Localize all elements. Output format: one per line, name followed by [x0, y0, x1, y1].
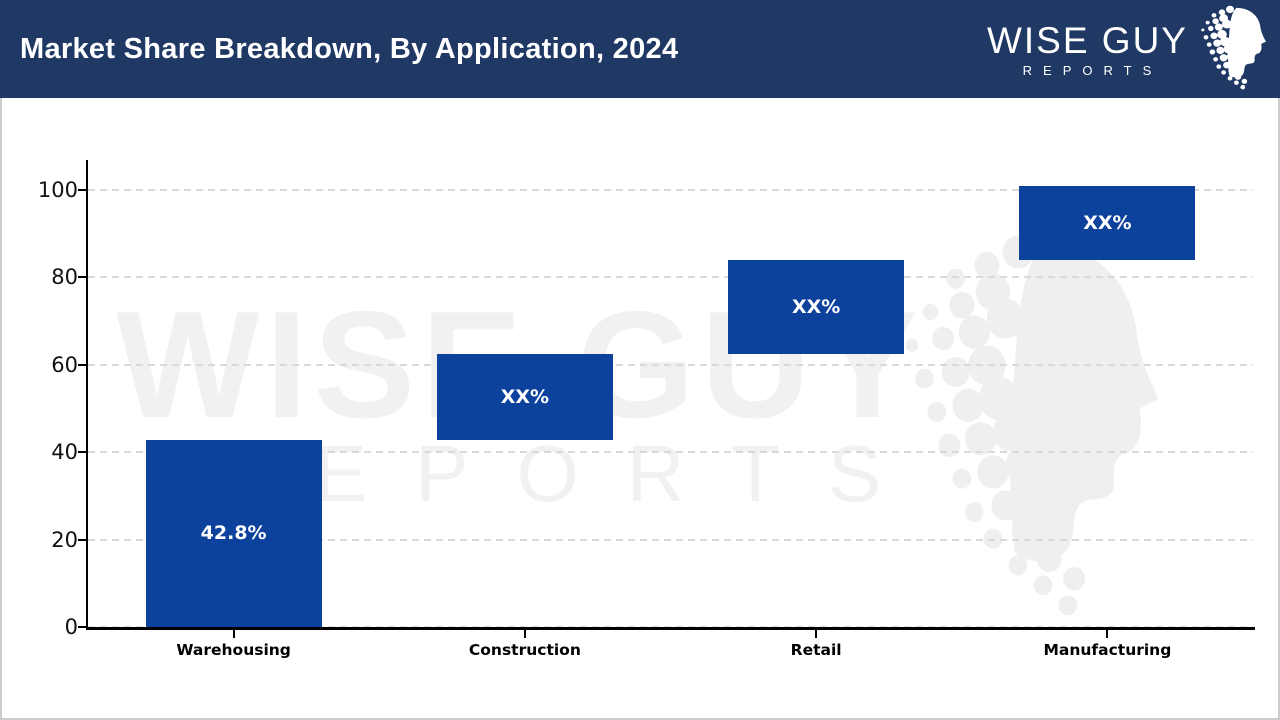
- y-tick-label: 40: [51, 440, 78, 464]
- plot-area: 42.8% XX% XX% XX%: [88, 165, 1253, 628]
- x-tick: [815, 630, 818, 638]
- y-tick-label: 100: [37, 177, 78, 202]
- wiseguy-logo-text: WISE GUY REPORTS: [987, 22, 1188, 77]
- y-tick: [78, 188, 86, 191]
- chart-title: Market Share Breakdown, By Application, …: [20, 32, 679, 65]
- bar-value-label: 42.8%: [200, 522, 267, 545]
- y-tick: [78, 538, 86, 541]
- x-axis-label-construction: Construction: [468, 641, 581, 659]
- x-tick: [232, 630, 235, 638]
- y-tick: [78, 451, 86, 453]
- wiseguy-face-icon: [1201, 5, 1266, 90]
- y-tick: [78, 276, 86, 278]
- logo-wordmark: WISE GUY: [986, 19, 1188, 61]
- y-tick-label: 20: [51, 527, 78, 552]
- x-axis-spine: [86, 627, 1255, 630]
- bar-retail: XX%: [728, 259, 905, 355]
- x-axis-label-manufacturing: Manufacturing: [1043, 641, 1172, 659]
- header-bar: Market Share Breakdown, By Application, …: [0, 0, 1280, 98]
- bar-value-label: XX%: [791, 296, 841, 319]
- x-axis-label-warehousing: Warehousing: [176, 641, 291, 659]
- x-tick: [1106, 630, 1109, 638]
- y-gridline: [88, 363, 1253, 366]
- y-tick-label: 60: [51, 352, 78, 377]
- bar-warehousing: 42.8%: [145, 439, 322, 627]
- bar-value-label: XX%: [1083, 212, 1132, 235]
- logo-subtitle: REPORTS: [1022, 62, 1163, 78]
- y-tick-label: 80: [51, 265, 78, 289]
- bar-construction: XX%: [436, 354, 613, 440]
- bar-value-label: XX%: [500, 386, 550, 409]
- y-tick-label: 0: [64, 615, 78, 639]
- bar-manufacturing: XX%: [1019, 186, 1196, 260]
- x-axis-label-retail: Retail: [790, 641, 842, 659]
- y-tick: [78, 626, 86, 628]
- y-gridline: [88, 276, 1253, 278]
- x-tick: [523, 630, 526, 638]
- watermark-face-icon: [905, 235, 1159, 616]
- y-gridline: [88, 451, 1253, 453]
- wiseguy-logo: WISE GUY REPORTS: [987, 5, 1270, 93]
- y-axis-spine: [86, 160, 88, 628]
- y-tick: [78, 363, 86, 366]
- y-gridline: [88, 538, 1253, 541]
- y-gridline: [88, 188, 1253, 191]
